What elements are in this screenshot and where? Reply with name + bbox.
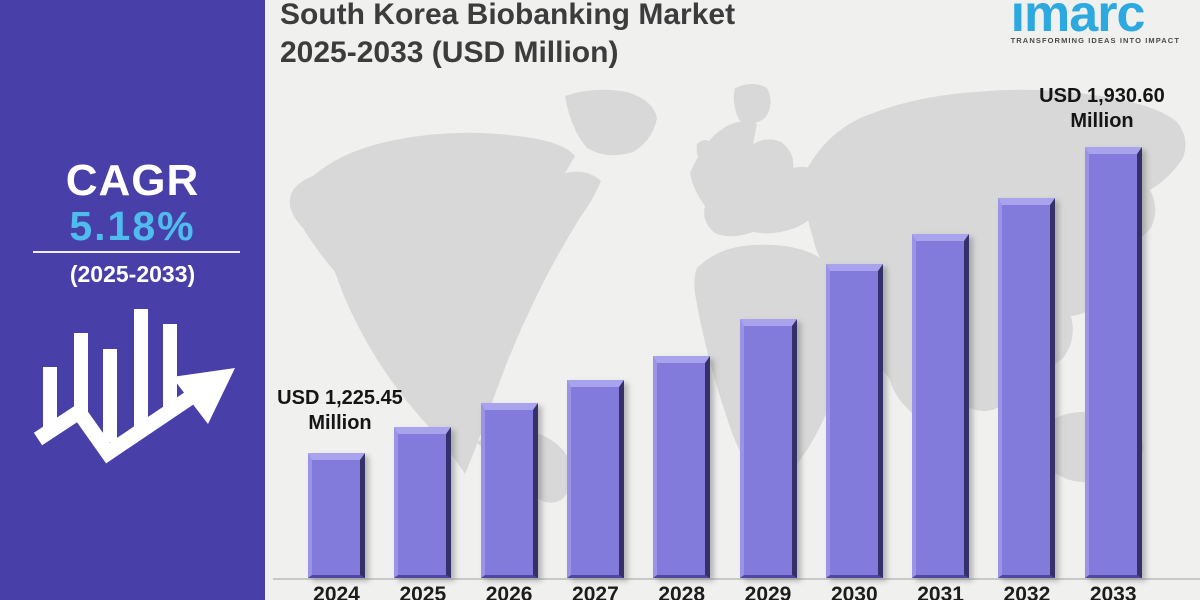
- bar-2033: [1084, 147, 1142, 578]
- imarc-logo-wordmark-clip: imarc: [1011, 0, 1180, 33]
- chart-title-line1: South Korea Biobanking Market: [280, 0, 736, 31]
- bar-2030: [825, 264, 883, 578]
- chart-title: South Korea Biobanking Market 2025-2033 …: [280, 0, 735, 72]
- cagr-period: (2025-2033): [69, 261, 196, 287]
- bar-2027: [566, 380, 624, 578]
- x-axis-labels: 2024 2025 2026 2027 2028 2029 2030 2031 2032 2033: [265, 0, 1200, 600]
- data-label-2024-value: USD 1,225.45: [277, 387, 403, 409]
- x-tick-2028: 2028: [658, 583, 706, 600]
- data-label-2033: USD 1,930.60 Million: [1023, 84, 1181, 134]
- cagr-value: 5.18%: [69, 203, 196, 249]
- x-tick-2031: 2031: [917, 583, 964, 600]
- x-tick-2024: 2024: [313, 583, 360, 600]
- bar-2029: [739, 319, 797, 578]
- data-label-2033-unit: Million: [1070, 110, 1134, 132]
- x-tick-2025: 2025: [399, 583, 447, 600]
- chart-title-line2: 2025-2033 (USD Million): [280, 36, 619, 69]
- x-tick-2030: 2030: [830, 583, 878, 600]
- bar-2032: [998, 198, 1056, 578]
- chart-area: South Korea Biobanking Market 2025-2033 …: [265, 0, 1200, 600]
- divider-line: [33, 251, 240, 253]
- bar-2025: [394, 427, 452, 578]
- imarc-logo-tagline: TRANSFORMING IDEAS INTO IMPACT: [1010, 36, 1180, 45]
- imarc-logo-wordmark: imarc: [1010, 0, 1146, 33]
- x-tick-2032: 2032: [1003, 583, 1051, 600]
- bar-2028: [653, 356, 711, 578]
- growth-chart-icon: [33, 309, 235, 464]
- x-tick-2026: 2026: [485, 583, 533, 600]
- x-axis-line: [273, 578, 1200, 580]
- data-label-2024: USD 1,225.45 Million: [265, 386, 415, 436]
- x-tick-2033: 2033: [1089, 583, 1137, 600]
- bar-2024: [308, 453, 365, 578]
- cagr-label: CAGR: [65, 156, 200, 205]
- imarc-logo: imarc TRANSFORMING IDEAS INTO IMPACT: [1011, 0, 1180, 45]
- bar-series: [265, 0, 1200, 600]
- cagr-panel: CAGR 5.18% (2025-2033): [0, 0, 265, 600]
- data-label-2024-unit: Million: [308, 412, 372, 434]
- bar-2031: [912, 234, 970, 578]
- x-tick-2029: 2029: [744, 583, 792, 600]
- data-label-2033-value: USD 1,930.60: [1039, 85, 1165, 107]
- bar-2026: [480, 403, 538, 578]
- x-tick-2027: 2027: [572, 583, 619, 600]
